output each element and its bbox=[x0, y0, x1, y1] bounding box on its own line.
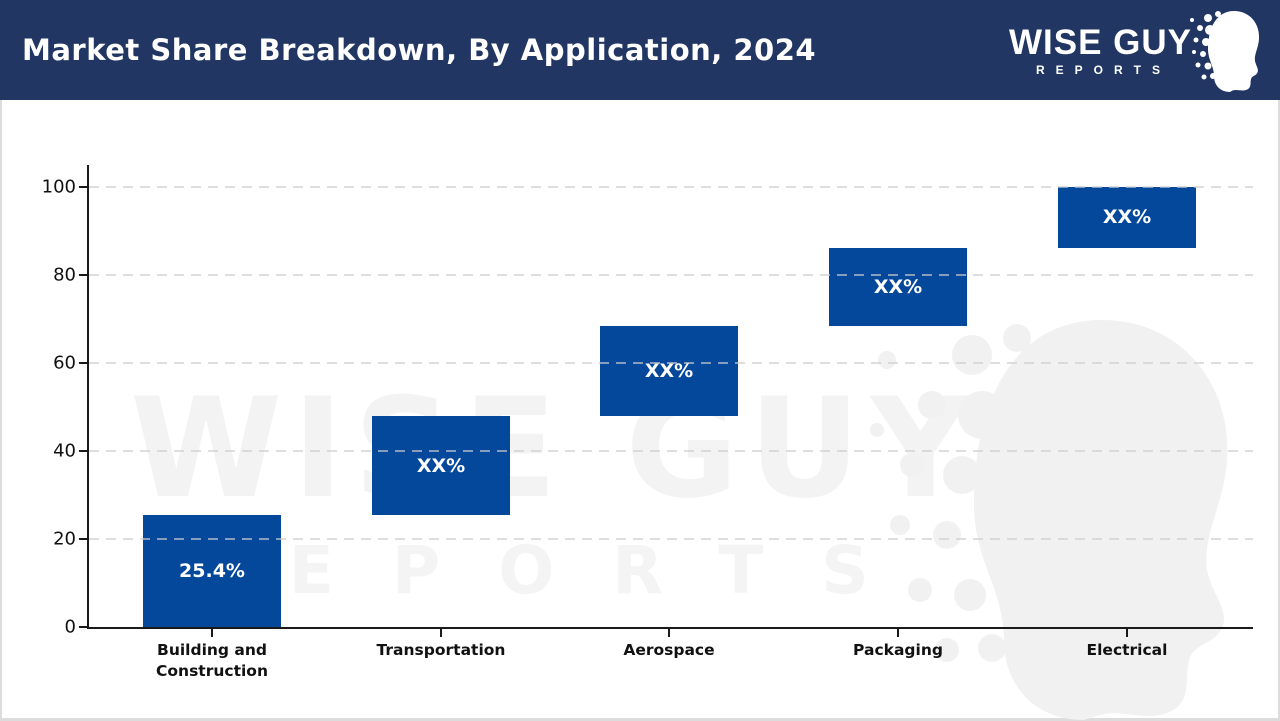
x-axis-tick bbox=[440, 629, 442, 637]
x-axis-tick bbox=[1126, 629, 1128, 637]
watermark-brand-text: WISE GUY bbox=[130, 368, 981, 529]
x-axis-line bbox=[87, 627, 1253, 629]
bar-electrical bbox=[1058, 187, 1196, 248]
y-axis-tick-label: 40 bbox=[53, 440, 76, 462]
brand-head-icon bbox=[1190, 11, 1260, 92]
x-axis-tick bbox=[211, 629, 213, 637]
y-axis-tick-label: 0 bbox=[64, 616, 76, 638]
y-axis-tick-label: 20 bbox=[53, 528, 76, 550]
gridline bbox=[89, 538, 1253, 540]
x-axis-category-label: Transportation bbox=[376, 641, 506, 659]
y-axis-tick bbox=[79, 538, 87, 540]
page-title: Market Share Breakdown, By Application, … bbox=[22, 33, 817, 67]
bar-value-label: XX% bbox=[873, 275, 923, 298]
y-axis-tick bbox=[79, 362, 87, 364]
x-axis-category-label: Building and Construction bbox=[156, 641, 268, 680]
watermark-reports-text: REPORTS bbox=[180, 532, 927, 609]
bar-value-label: XX% bbox=[1102, 206, 1152, 229]
gridline bbox=[89, 450, 1253, 452]
watermark-head-icon bbox=[870, 320, 1228, 720]
gridline bbox=[89, 186, 1253, 188]
y-axis-tick bbox=[79, 274, 87, 276]
gridline bbox=[89, 362, 1253, 364]
brand-name: WISE GUY bbox=[1008, 22, 1192, 62]
y-axis-tick-label: 100 bbox=[41, 176, 76, 198]
brand-logo-text: WISE GUY REPORTS bbox=[1009, 25, 1192, 76]
brand-logo: WISE GUY REPORTS bbox=[1009, 8, 1264, 92]
y-axis-line bbox=[87, 165, 89, 629]
gridline bbox=[89, 274, 1253, 276]
x-axis-tick bbox=[897, 629, 899, 637]
y-axis-tick-label: 80 bbox=[53, 264, 76, 286]
y-axis-tick bbox=[79, 186, 87, 188]
bar-building-and-construction bbox=[143, 515, 281, 627]
bar-aerospace bbox=[600, 325, 738, 416]
bar-value-label: 25.4% bbox=[179, 560, 245, 583]
x-axis-category-label: Electrical bbox=[1086, 641, 1168, 659]
bar-packaging bbox=[829, 247, 967, 326]
brand-subtitle: REPORTS bbox=[1035, 62, 1171, 77]
x-axis-category-label: Packaging bbox=[853, 641, 943, 659]
bar-value-label: XX% bbox=[416, 454, 466, 477]
x-axis-tick bbox=[668, 629, 670, 637]
y-axis-tick-label: 60 bbox=[53, 352, 76, 374]
bar-transportation bbox=[372, 415, 510, 516]
y-axis-tick bbox=[79, 450, 87, 452]
x-axis-category-label: Aerospace bbox=[623, 641, 715, 659]
y-axis-tick bbox=[79, 626, 87, 628]
header-bar: Market Share Breakdown, By Application, … bbox=[0, 0, 1280, 100]
bar-value-label: XX% bbox=[644, 359, 694, 382]
